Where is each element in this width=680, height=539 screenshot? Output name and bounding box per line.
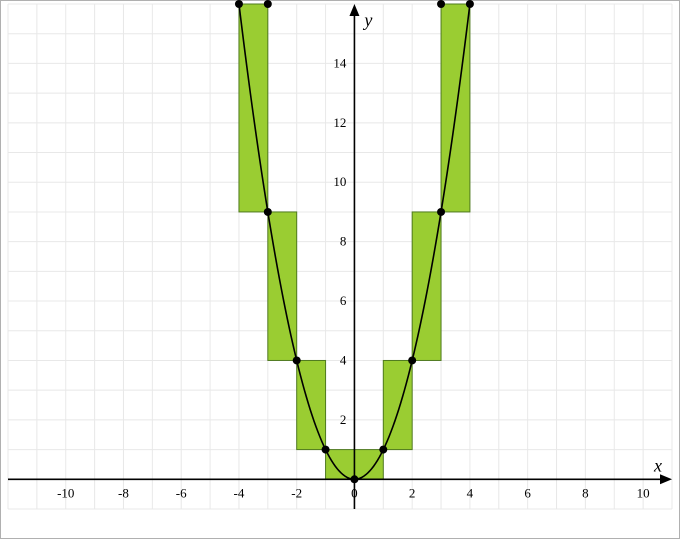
x-tick-label: -6 [176,485,187,500]
y-tick-label: 6 [340,293,347,308]
sample-point [350,475,358,483]
y-tick-label: 2 [340,412,347,427]
sample-point [437,208,445,216]
x-tick-label: 4 [467,485,474,500]
sample-point [322,446,330,454]
x-tick-label: -10 [57,485,74,500]
y-tick-label: 14 [333,55,347,70]
riemann-chart: -10 -8 -6 -4 -2 0 2 4 6 8 10 2 4 6 8 10 12 14 x y [0,0,680,539]
sample-point [264,208,272,216]
sample-point [293,356,301,364]
x-tick-label: 10 [637,485,650,500]
y-tick-label: 12 [333,115,346,130]
x-tick-label: 8 [582,485,589,500]
y-tick-label: 4 [340,352,347,367]
riemann-bar [383,360,412,449]
x-tick-label: 2 [409,485,416,500]
x-axis-label: x [653,455,662,475]
riemann-bar [354,450,383,480]
x-tick-label: -2 [291,485,302,500]
x-tick-label: 0 [351,485,358,500]
x-tick-label: 6 [524,485,531,500]
sample-point [408,356,416,364]
x-tick-label: -4 [234,485,245,500]
y-tick-label: 8 [340,234,347,249]
sample-point [466,0,474,8]
sample-point [379,446,387,454]
riemann-bar [326,450,355,480]
riemann-bar [297,360,326,449]
sample-point [264,0,272,8]
y-axis-label: y [362,10,372,30]
sample-point [235,0,243,8]
y-tick-label: 10 [333,174,346,189]
x-tick-label: -8 [118,485,129,500]
sample-point [437,0,445,8]
